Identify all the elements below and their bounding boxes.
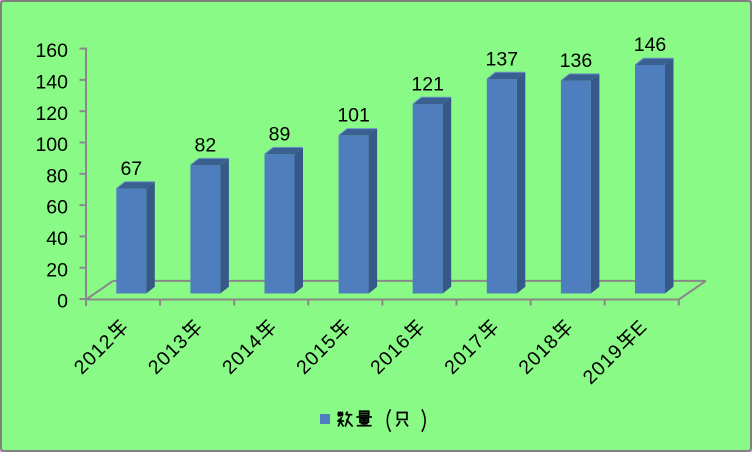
- svg-text:101: 101: [337, 105, 370, 127]
- svg-text:121: 121: [411, 73, 444, 95]
- svg-text:146: 146: [634, 34, 667, 56]
- svg-text:140: 140: [35, 72, 68, 94]
- svg-text:100: 100: [35, 134, 68, 156]
- svg-text:20: 20: [46, 259, 68, 281]
- svg-text:67: 67: [120, 158, 142, 180]
- svg-text:137: 137: [486, 48, 519, 70]
- svg-text:120: 120: [35, 103, 68, 125]
- svg-text:80: 80: [46, 165, 68, 187]
- svg-text:60: 60: [46, 197, 68, 219]
- svg-text:40: 40: [46, 228, 68, 250]
- svg-text:160: 160: [35, 40, 68, 62]
- svg-text:136: 136: [560, 50, 593, 72]
- svg-text:0: 0: [57, 291, 68, 313]
- svg-text:89: 89: [269, 123, 291, 145]
- svg-text:82: 82: [195, 134, 217, 156]
